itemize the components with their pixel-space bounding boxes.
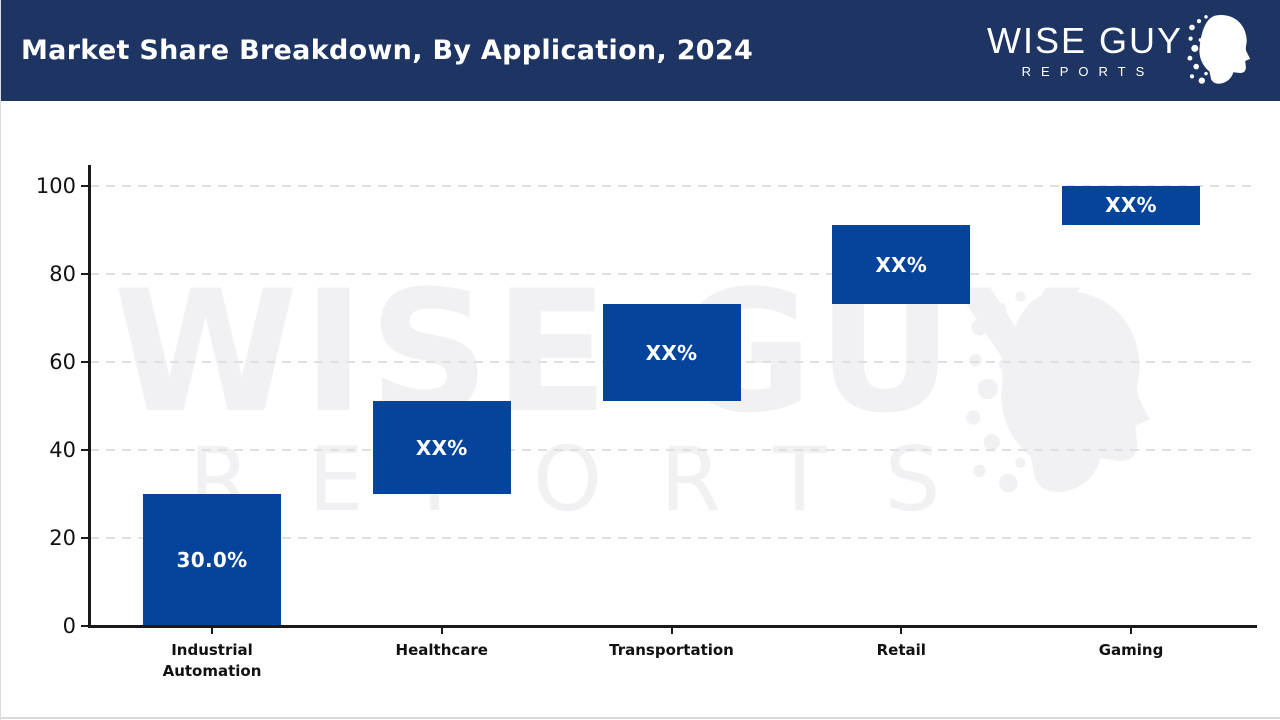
x-category-label-retail: Retail [876,641,926,659]
y-tick-mark-100 [81,184,90,187]
brand-logo: WISE GUY REPORTS [987,12,1255,89]
y-tick-label-20: 20 [49,525,76,550]
bar-transportation: XX% [602,304,741,402]
bar-value-label: 30.0% [176,547,248,572]
bar-value-label: XX% [415,435,468,460]
y-tick-mark-40 [81,448,90,451]
y-tick-label-100: 100 [35,173,76,198]
x-category-label-healthcare: Healthcare [395,641,488,659]
logo-wordmark: WISE GUY [986,19,1183,61]
gridline-80 [90,272,1257,275]
header: Market Share Breakdown, By Application, … [1,0,1280,101]
watermark-head-icon [959,224,1164,566]
gridline-40 [90,448,1257,451]
y-tick-mark-20 [81,536,90,539]
page-title: Market Share Breakdown, By Application, … [21,35,754,66]
bottom-border-line [1,717,1280,719]
y-axis-line [88,165,91,627]
logo-subtext: REPORTS [1021,63,1155,79]
bar-retail: XX% [832,225,971,305]
x-tick-mark-gaming [1130,627,1132,634]
bar-industrial-automation: 30.0% [143,493,281,626]
logo-text: WISE GUY REPORTS [986,19,1183,79]
logo-head-icon [1185,12,1255,89]
bar-value-label: XX% [1105,193,1157,218]
x-category-label-gaming: Gaming [1098,641,1164,659]
y-tick-label-80: 80 [49,261,76,286]
x-category-label-industrial-automation: Industrial Automation [162,641,262,680]
y-tick-mark-80 [81,272,90,275]
x-tick-mark-transportation [670,627,673,634]
bar-gaming: XX% [1062,185,1200,226]
y-tick-label-60: 60 [49,349,76,374]
y-tick-label-0: 0 [62,614,76,638]
y-tick-mark-60 [81,360,90,363]
bar-healthcare: XX% [372,401,511,494]
bar-value-label: XX% [645,340,698,365]
x-tick-mark-retail [900,627,903,634]
gridline-20 [90,536,1257,539]
bar-value-label: XX% [875,252,928,277]
y-tick-mark-0 [81,625,90,627]
x-tick-mark-healthcare [440,627,443,634]
x-category-label-transportation: Transportation [609,641,734,659]
x-tick-mark-industrial-automation [211,627,213,634]
y-tick-label-40: 40 [49,437,76,462]
gridline-100 [90,184,1257,187]
x-axis-line [88,625,1257,628]
